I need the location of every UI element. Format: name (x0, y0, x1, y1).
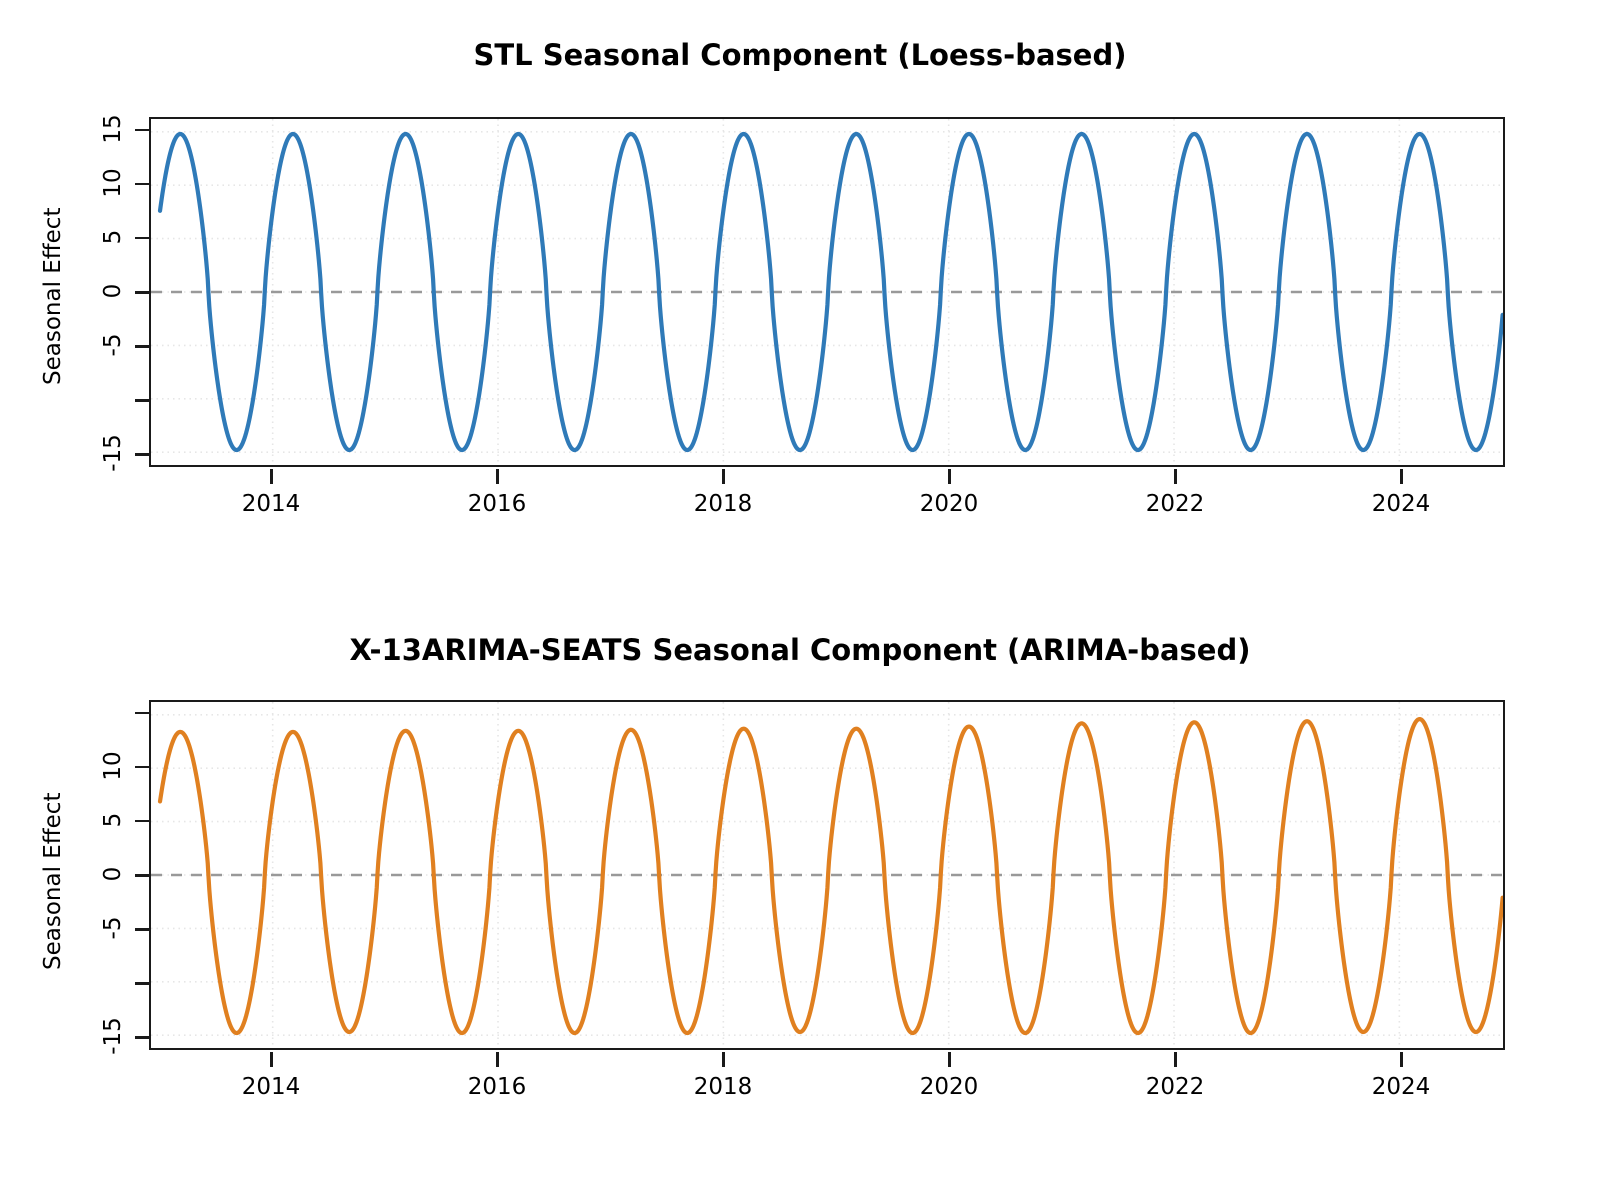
x-tick-mark (496, 1052, 499, 1067)
y-tick-label: -15 (100, 434, 126, 472)
y-tick-label: 15 (100, 114, 126, 144)
y-tick-mark (135, 345, 149, 348)
x-tick-label: 2018 (693, 1074, 753, 1100)
stl-plot-svg (151, 119, 1503, 465)
x-tick-mark (1174, 469, 1177, 484)
x13-y-axis-label: Seasonal Effect (40, 792, 66, 970)
y-tick-label: 0 (100, 283, 126, 299)
y-tick-label: 0 (100, 866, 126, 882)
y-tick-label: -5 (100, 916, 126, 940)
y-tick-mark (135, 182, 149, 186)
stl-seasonal-panel: STL Seasonal Component (Loess-based) Sea… (40, 38, 1505, 517)
x-tick-label: 2024 (1371, 491, 1431, 517)
x-tick-mark (496, 469, 499, 484)
x-tick-label: 2022 (1145, 1074, 1205, 1100)
x-tick-label: 2020 (919, 491, 979, 517)
x-tick-mark (270, 469, 273, 484)
x-tick-label: 2022 (1145, 491, 1205, 517)
y-tick-mark (135, 982, 149, 985)
x-tick-mark (722, 1052, 725, 1067)
x-tick-mark (722, 469, 725, 484)
y-tick-mark (135, 399, 149, 402)
x-tick-mark (1400, 469, 1403, 484)
x13-plot-area (149, 700, 1505, 1050)
x13-panel-title: X-13ARIMA-SEATS Seasonal Component (ARIM… (349, 633, 1251, 667)
x13-plot-svg (151, 702, 1503, 1048)
y-tick-label: 5 (100, 229, 126, 245)
stl-panel-title: STL Seasonal Component (Loess-based) (473, 38, 1127, 72)
x13-seasonal-panel: X-13ARIMA-SEATS Seasonal Component (ARIM… (0, 600, 1600, 1200)
x-tick-label: 2014 (241, 1074, 301, 1100)
x-tick-label: 2014 (241, 491, 301, 517)
x-tick-label: 2016 (467, 491, 527, 517)
y-tick-label: -5 (100, 333, 126, 357)
x-tick-mark (1400, 1052, 1403, 1067)
y-tick-mark (135, 453, 149, 456)
y-tick-mark (135, 236, 149, 240)
y-tick-label: 10 (100, 168, 126, 198)
y-tick-mark (135, 711, 149, 715)
stl-plot-area (149, 117, 1505, 467)
x-tick-label: 2018 (693, 491, 753, 517)
x-tick-mark (1174, 1052, 1177, 1067)
y-tick-label: 5 (100, 812, 126, 828)
stl-y-axis-label: Seasonal Effect (40, 207, 66, 385)
y-tick-mark (135, 291, 149, 294)
x-tick-label: 2024 (1371, 1074, 1431, 1100)
y-tick-mark (135, 128, 149, 132)
y-tick-mark (135, 819, 149, 823)
y-tick-label: 10 (100, 751, 126, 781)
x-tick-label: 2016 (467, 1074, 527, 1100)
x-tick-mark (948, 469, 951, 484)
y-tick-mark (135, 928, 149, 931)
y-tick-mark (135, 874, 149, 877)
y-tick-mark (135, 1036, 149, 1039)
x-tick-mark (948, 1052, 951, 1067)
x-tick-mark (270, 1052, 273, 1067)
y-tick-mark (135, 765, 149, 769)
y-tick-label: -15 (100, 1017, 126, 1055)
x-tick-label: 2020 (919, 1074, 979, 1100)
